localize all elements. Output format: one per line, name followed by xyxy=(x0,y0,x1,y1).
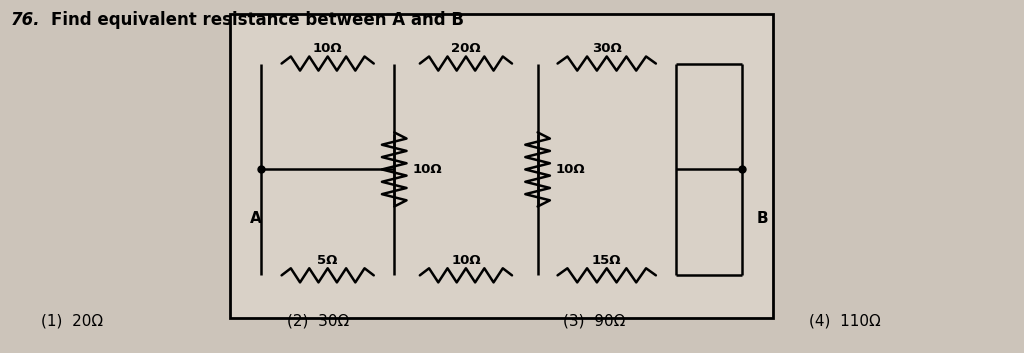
Text: A: A xyxy=(250,211,262,226)
Text: B: B xyxy=(757,211,769,226)
Text: Find equivalent resistance between A and B: Find equivalent resistance between A and… xyxy=(51,11,464,29)
Text: 15Ω: 15Ω xyxy=(592,253,622,267)
FancyBboxPatch shape xyxy=(230,14,773,318)
Text: (1)  20Ω: (1) 20Ω xyxy=(41,313,103,328)
Text: 10Ω: 10Ω xyxy=(413,163,442,176)
Text: 5Ω: 5Ω xyxy=(317,253,338,267)
Text: 30Ω: 30Ω xyxy=(592,42,622,55)
Text: (2)  30Ω: (2) 30Ω xyxy=(287,313,349,328)
Text: 10Ω: 10Ω xyxy=(452,253,480,267)
Text: 76.: 76. xyxy=(10,11,40,29)
Text: (3)  90Ω: (3) 90Ω xyxy=(563,313,626,328)
Text: 10Ω: 10Ω xyxy=(556,163,586,176)
Text: 10Ω: 10Ω xyxy=(313,42,342,55)
Text: 20Ω: 20Ω xyxy=(452,42,480,55)
Text: (4)  110Ω: (4) 110Ω xyxy=(809,313,881,328)
